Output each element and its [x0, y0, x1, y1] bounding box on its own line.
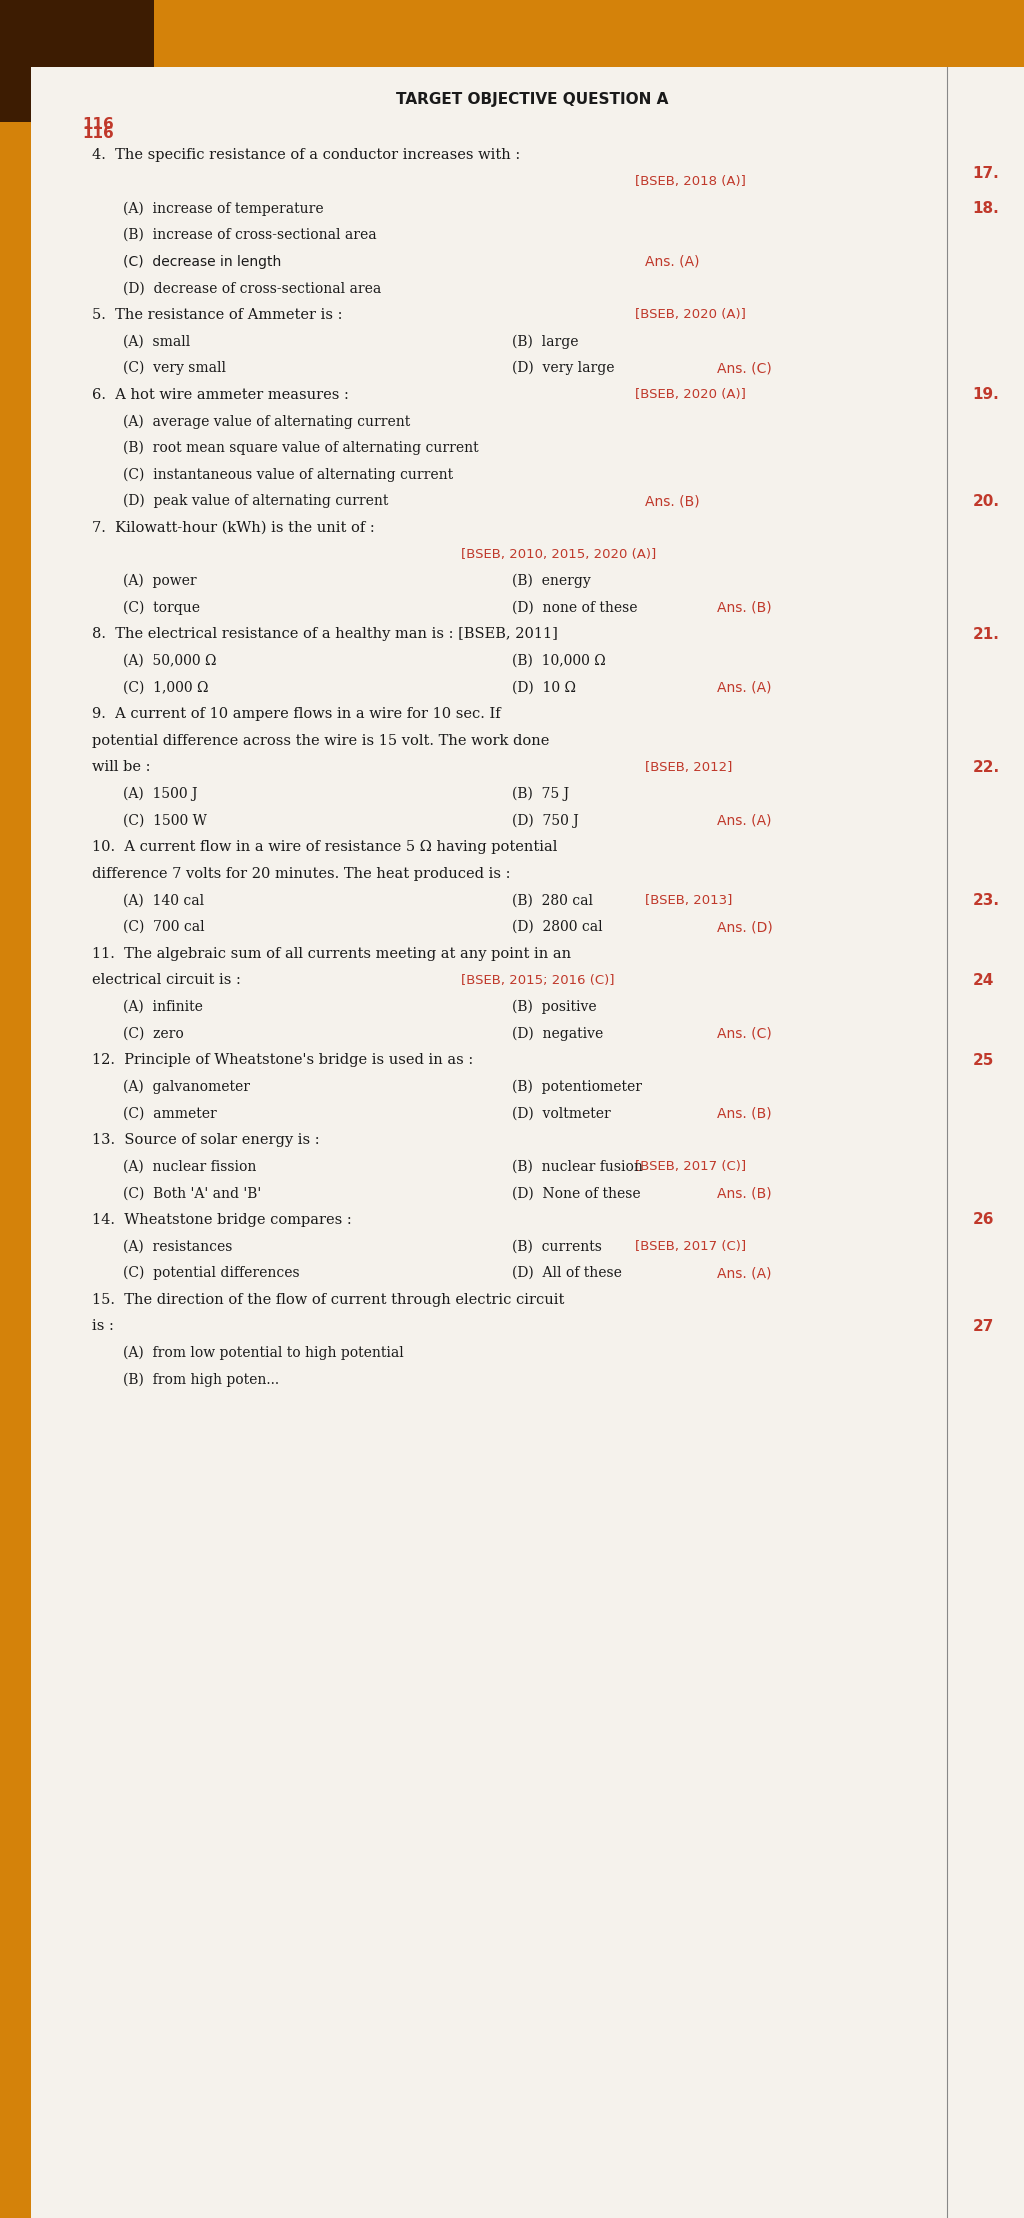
Text: (D)  peak value of alternating current: (D) peak value of alternating current — [123, 495, 388, 508]
Text: 25: 25 — [973, 1054, 994, 1067]
Text: (A)  1500 J: (A) 1500 J — [123, 787, 198, 801]
Bar — [0, 0, 154, 122]
Text: (A)  from low potential to high potential: (A) from low potential to high potential — [123, 1346, 403, 1360]
Text: (C)  700 cal: (C) 700 cal — [123, 920, 205, 934]
Text: (C)  very small: (C) very small — [123, 362, 226, 375]
Text: 8.  The electrical resistance of a healthy man is : [BSEB, 2011]: 8. The electrical resistance of a health… — [92, 628, 558, 641]
Text: Ans. (B): Ans. (B) — [717, 601, 771, 614]
Text: 5.  The resistance of Ammeter is :: 5. The resistance of Ammeter is : — [92, 308, 343, 322]
Text: [BSEB, 2013]: [BSEB, 2013] — [645, 894, 732, 907]
Text: 17.: 17. — [973, 166, 999, 180]
Text: (B)  nuclear fusion: (B) nuclear fusion — [512, 1160, 643, 1173]
Text: (D)  750 J: (D) 750 J — [512, 814, 579, 827]
Text: 19.: 19. — [973, 388, 999, 401]
Bar — [0, 0, 1024, 89]
Text: (D)  voltmeter: (D) voltmeter — [512, 1107, 610, 1120]
Text: [BSEB, 2012]: [BSEB, 2012] — [645, 761, 732, 774]
Text: (B)  positive: (B) positive — [512, 1000, 597, 1014]
Text: 20.: 20. — [973, 495, 999, 508]
Text: (A)  resistances: (A) resistances — [123, 1240, 232, 1253]
Text: (A)  power: (A) power — [123, 574, 197, 588]
Text: (C)  zero: (C) zero — [123, 1027, 183, 1040]
Text: (A)  average value of alternating current: (A) average value of alternating current — [123, 415, 411, 428]
Text: (B)  increase of cross-sectional area: (B) increase of cross-sectional area — [123, 228, 377, 242]
Text: Ans. (B): Ans. (B) — [645, 495, 699, 508]
Text: [BSEB, 2020 (A)]: [BSEB, 2020 (A)] — [635, 308, 745, 322]
Text: is :: is : — [92, 1320, 114, 1333]
Text: Ans. (A): Ans. (A) — [645, 255, 699, 268]
Text: potential difference across the wire is 15 volt. The work done: potential difference across the wire is … — [92, 734, 550, 747]
Text: (D)  very large: (D) very large — [512, 362, 614, 375]
Text: (D)  negative: (D) negative — [512, 1027, 603, 1040]
Text: [BSEB, 2020 (A)]: [BSEB, 2020 (A)] — [635, 388, 745, 401]
Text: 21.: 21. — [973, 628, 999, 641]
Text: (C)  Both 'A' and 'B': (C) Both 'A' and 'B' — [123, 1187, 261, 1200]
Text: Ans. (A): Ans. (A) — [717, 1266, 771, 1280]
Text: Ans. (B): Ans. (B) — [717, 1107, 771, 1120]
Text: 14.  Wheatstone bridge compares :: 14. Wheatstone bridge compares : — [92, 1213, 352, 1227]
Text: (B)  280 cal: (B) 280 cal — [512, 894, 593, 907]
Text: 9.  A current of 10 ampere flows in a wire for 10 sec. If: 9. A current of 10 ampere flows in a wir… — [92, 708, 501, 721]
Text: 13.  Source of solar energy is :: 13. Source of solar energy is : — [92, 1133, 319, 1147]
Text: (B)  potentiometer: (B) potentiometer — [512, 1080, 642, 1093]
Text: 11.  The algebraic sum of all currents meeting at any point in an: 11. The algebraic sum of all currents me… — [92, 947, 571, 960]
Text: (A)  galvanometer: (A) galvanometer — [123, 1080, 250, 1093]
Text: (B)  large: (B) large — [512, 335, 579, 348]
Text: 12.  Principle of Wheatstone's bridge is used in as :: 12. Principle of Wheatstone's bridge is … — [92, 1054, 473, 1067]
Text: (D)  2800 cal: (D) 2800 cal — [512, 920, 603, 934]
Text: (A)  nuclear fission: (A) nuclear fission — [123, 1160, 256, 1173]
Text: difference 7 volts for 20 minutes. The heat produced is :: difference 7 volts for 20 minutes. The h… — [92, 867, 511, 881]
Text: 116: 116 — [82, 118, 114, 131]
Text: [BSEB, 2017 (C)]: [BSEB, 2017 (C)] — [635, 1240, 746, 1253]
Text: 7.  Kilowatt-hour (kWh) is the unit of :: 7. Kilowatt-hour (kWh) is the unit of : — [92, 521, 375, 535]
Text: 4.  The specific resistance of a conductor increases with :: 4. The specific resistance of a conducto… — [92, 149, 520, 162]
Text: 22.: 22. — [973, 761, 999, 774]
Text: 27: 27 — [973, 1320, 994, 1333]
Text: (B)  75 J: (B) 75 J — [512, 787, 569, 801]
Text: 15.  The direction of the flow of current through electric circuit: 15. The direction of the flow of current… — [92, 1293, 564, 1306]
Text: Ans. (C): Ans. (C) — [717, 362, 771, 375]
Text: (C)  1500 W: (C) 1500 W — [123, 814, 207, 827]
Text: will be :: will be : — [92, 761, 151, 774]
Text: [BSEB, 2017 (C)]: [BSEB, 2017 (C)] — [635, 1160, 746, 1173]
Text: electrical circuit is :: electrical circuit is : — [92, 974, 241, 987]
Text: 23.: 23. — [973, 894, 999, 907]
Text: (A)  50,000 Ω: (A) 50,000 Ω — [123, 654, 216, 668]
Text: 116: 116 — [82, 126, 114, 140]
Text: Ans. (A): Ans. (A) — [717, 681, 771, 694]
Text: [BSEB, 2018 (A)]: [BSEB, 2018 (A)] — [635, 175, 745, 189]
Text: (A)  increase of temperature: (A) increase of temperature — [123, 202, 324, 215]
Text: (D)  10 Ω: (D) 10 Ω — [512, 681, 575, 694]
Text: (D)  none of these: (D) none of these — [512, 601, 638, 614]
Text: [BSEB, 2010, 2015, 2020 (A)]: [BSEB, 2010, 2015, 2020 (A)] — [461, 548, 656, 561]
Text: (B)  10,000 Ω: (B) 10,000 Ω — [512, 654, 606, 668]
Text: (C)  ammeter: (C) ammeter — [123, 1107, 217, 1120]
Text: (B)  from high poten...: (B) from high poten... — [123, 1373, 279, 1386]
Text: (A)  140 cal: (A) 140 cal — [123, 894, 204, 907]
Text: TARGET OBJECTIVE QUESTION A: TARGET OBJECTIVE QUESTION A — [396, 93, 669, 106]
Text: 18.: 18. — [973, 202, 999, 215]
Text: Ans. (D): Ans. (D) — [717, 920, 772, 934]
Text: (D)  None of these: (D) None of these — [512, 1187, 641, 1200]
Text: Ans. (B): Ans. (B) — [717, 1187, 771, 1200]
Text: 10.  A current flow in a wire of resistance 5 Ω having potential: 10. A current flow in a wire of resistan… — [92, 841, 557, 854]
Text: (B)  root mean square value of alternating current: (B) root mean square value of alternatin… — [123, 441, 478, 455]
Text: (B)  energy: (B) energy — [512, 574, 591, 588]
Text: (C)  decrease in length: (C) decrease in length — [123, 255, 282, 268]
Text: 24: 24 — [973, 974, 994, 987]
Text: (A)  infinite: (A) infinite — [123, 1000, 203, 1014]
Text: 26: 26 — [973, 1213, 994, 1227]
Text: [BSEB, 2015; 2016 (C)]: [BSEB, 2015; 2016 (C)] — [461, 974, 614, 987]
Text: (C)  instantaneous value of alternating current: (C) instantaneous value of alternating c… — [123, 468, 453, 481]
Text: 6.  A hot wire ammeter measures :: 6. A hot wire ammeter measures : — [92, 388, 349, 401]
Text: (D)  All of these: (D) All of these — [512, 1266, 622, 1280]
Text: (C)  torque: (C) torque — [123, 601, 200, 614]
Text: Ans. (A): Ans. (A) — [717, 814, 771, 827]
Text: (D)  decrease of cross-sectional area: (D) decrease of cross-sectional area — [123, 282, 381, 295]
Text: (A)  small: (A) small — [123, 335, 190, 348]
Text: (C)  potential differences: (C) potential differences — [123, 1266, 299, 1280]
Text: (B)  currents: (B) currents — [512, 1240, 602, 1253]
Text: Ans. (C): Ans. (C) — [717, 1027, 771, 1040]
Text: (C)  1,000 Ω: (C) 1,000 Ω — [123, 681, 208, 694]
